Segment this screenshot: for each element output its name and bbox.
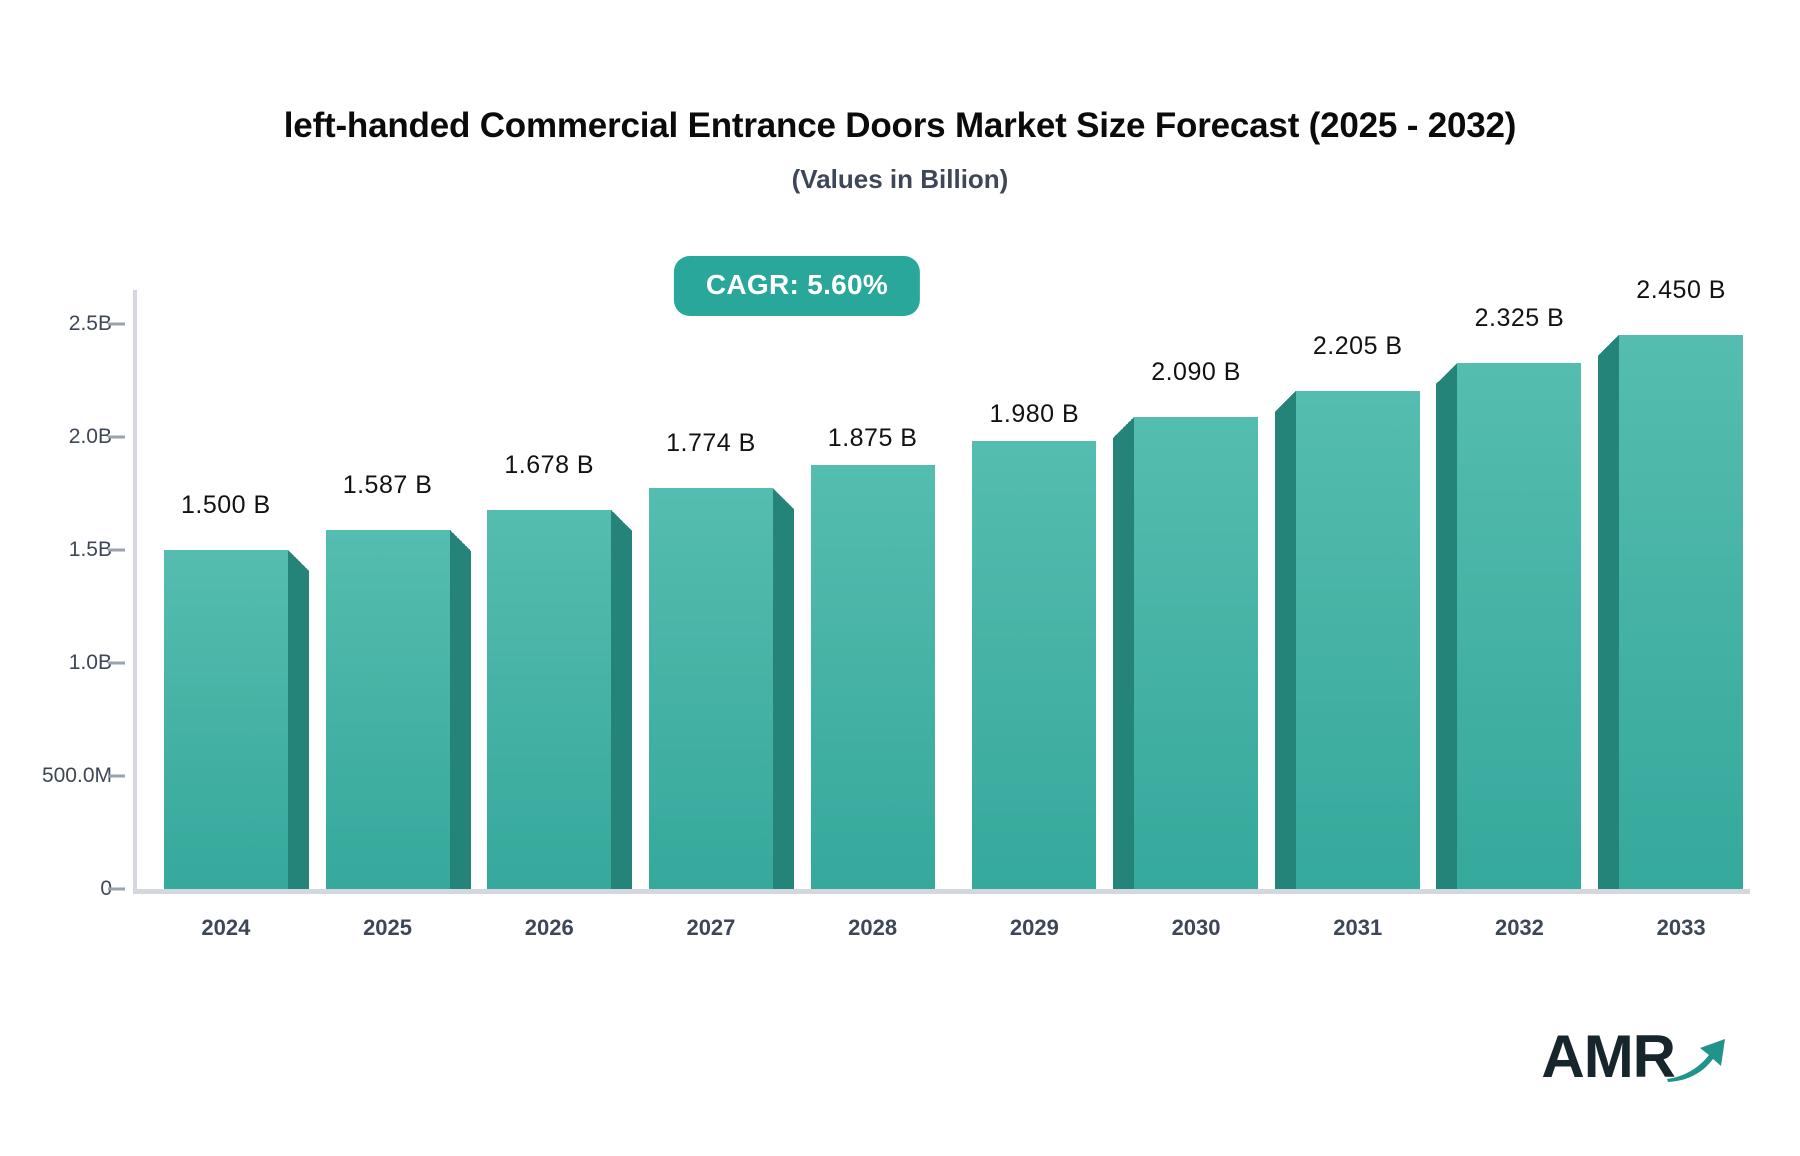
- bar-column[interactable]: 1.774 B: [648, 286, 794, 889]
- bar-column[interactable]: 1.875 B: [810, 286, 935, 889]
- bar-value-label: 2.450 B: [1636, 276, 1726, 305]
- bar-front-face: [325, 530, 450, 889]
- bar[interactable]: [1113, 416, 1259, 889]
- bar[interactable]: [325, 530, 471, 889]
- y-tick-dash: [108, 435, 125, 439]
- chart-subtitle: (Values in Billion): [791, 164, 1009, 194]
- logo-text: AMR: [1541, 1022, 1676, 1090]
- bar-3d-side-cap: [1274, 390, 1296, 412]
- bar-3d-side-cap: [772, 488, 794, 510]
- y-tick-label: 2.0B: [68, 424, 112, 448]
- bar-3d-side: [1436, 363, 1458, 889]
- bar-3d-side: [772, 488, 794, 889]
- bar-front-face: [1295, 390, 1420, 889]
- y-tick-label: 500.0M: [41, 763, 112, 787]
- bar-value-label: 1.500 B: [181, 490, 271, 519]
- bar-value-label: 2.205 B: [1312, 331, 1403, 360]
- x-tick-label: 2030: [1171, 915, 1221, 940]
- y-tick-dash: [108, 661, 125, 665]
- bar-front-face: [163, 549, 288, 889]
- bar-front-face: [810, 465, 935, 889]
- bar-column[interactable]: 2.450 B: [1598, 276, 1744, 889]
- bar-3d-side-cap: [1113, 416, 1135, 438]
- bar-value-label: 2.090 B: [1151, 357, 1241, 386]
- cagr-badge: CAGR: 5.60%: [673, 256, 921, 316]
- page-title: left-handed Commercial Entrance Doors Ma…: [283, 106, 1517, 145]
- bar-column[interactable]: 1.980 B: [972, 286, 1097, 889]
- y-tick-dash: [108, 887, 125, 891]
- y-tick-label: 0: [100, 877, 112, 900]
- bar-front-face: [972, 441, 1097, 889]
- bar-3d-side: [1113, 416, 1135, 889]
- y-tick-dash: [108, 774, 125, 778]
- bar-column[interactable]: 1.587 B: [325, 286, 471, 889]
- y-tick-dash: [108, 548, 125, 552]
- x-tick-label: 2025: [363, 915, 413, 940]
- bar-front-face: [487, 509, 612, 889]
- bar[interactable]: [972, 441, 1097, 889]
- bar-front-face: [1457, 363, 1582, 889]
- x-tick-label: 2027: [686, 915, 736, 940]
- bar-front-face: [648, 488, 773, 889]
- bar-3d-side-cap: [1598, 335, 1620, 357]
- bar-3d-side-cap: [1436, 363, 1458, 385]
- y-axis-line: [133, 290, 137, 893]
- bar-3d-side: [449, 530, 471, 889]
- y-tick-dash: [108, 322, 125, 326]
- x-tick-label: 2032: [1494, 915, 1544, 940]
- bar-3d-side-cap: [287, 549, 309, 571]
- x-tick-label: 2031: [1333, 915, 1383, 940]
- bar-3d-side-cap: [611, 509, 633, 531]
- bar-3d-side: [1598, 335, 1620, 889]
- bar-front-face: [1134, 416, 1259, 889]
- bar-3d-side: [611, 509, 633, 889]
- bar-value-label: 1.980 B: [989, 400, 1080, 429]
- bar-3d-side-cap: [449, 530, 471, 552]
- bar-column[interactable]: 2.090 B: [1113, 286, 1259, 889]
- bar-value-label: 1.875 B: [827, 424, 918, 453]
- y-tick-label: 1.0B: [68, 650, 112, 674]
- x-tick-label: 2024: [201, 915, 251, 940]
- bar[interactable]: [487, 509, 633, 889]
- x-tick-label: 2029: [1009, 915, 1059, 940]
- y-tick-label: 1.5B: [68, 537, 112, 561]
- x-tick-label: 2028: [848, 915, 898, 940]
- amr-logo: AMR: [1541, 1025, 1727, 1088]
- bar[interactable]: [648, 488, 794, 889]
- bar-column[interactable]: 1.500 B: [163, 286, 309, 889]
- bar-front-face: [1619, 335, 1744, 889]
- bar-value-label: 1.587 B: [342, 471, 433, 500]
- x-axis-line: [133, 889, 1750, 894]
- bar-column[interactable]: 2.325 B: [1436, 286, 1582, 889]
- bar[interactable]: [1598, 335, 1744, 889]
- bar-value-label: 2.325 B: [1474, 304, 1565, 333]
- bar-column[interactable]: 2.205 B: [1274, 286, 1420, 889]
- growth-arrow-icon: [1665, 1031, 1727, 1088]
- bar[interactable]: [163, 549, 309, 889]
- bar-value-label: 1.678 B: [504, 450, 595, 479]
- bar-value-label: 1.774 B: [666, 429, 756, 458]
- bar-column[interactable]: 1.678 B: [487, 286, 633, 889]
- bar[interactable]: [1436, 363, 1582, 889]
- bar[interactable]: [810, 465, 935, 889]
- title-block: left-handed Commercial Entrance Doors Ma…: [0, 104, 1800, 195]
- x-tick-label: 2033: [1656, 915, 1706, 940]
- bar-3d-side: [1274, 390, 1296, 889]
- bar-3d-side: [287, 549, 309, 889]
- x-tick-label: 2026: [524, 915, 574, 940]
- bar[interactable]: [1274, 390, 1420, 889]
- plot-area: 1.500 B 1.587 B 1.678 B 1.774 B 1.875 B 1.980…: [133, 276, 1750, 894]
- y-tick-label: 2.5B: [68, 311, 112, 335]
